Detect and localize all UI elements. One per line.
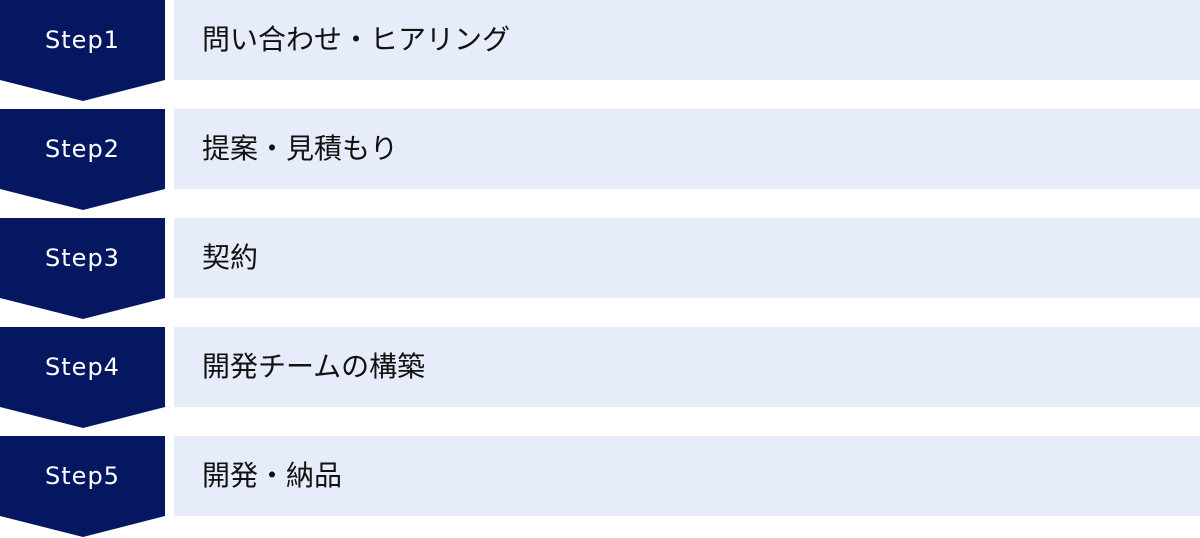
step-badge: Step2 xyxy=(0,109,165,211)
step-badge: Step3 xyxy=(0,218,165,320)
step-box: 開発チームの構築 xyxy=(174,327,1200,407)
step-box: 開発・納品 xyxy=(174,436,1200,516)
chevron-arrow-icon xyxy=(0,0,165,101)
step-row: Step2 提案・見積もり xyxy=(0,109,1200,211)
step-number: Step3 xyxy=(45,244,120,272)
step-badge: Step1 xyxy=(0,0,165,102)
step-title: 開発チームの構築 xyxy=(202,350,426,383)
step-number: Step5 xyxy=(45,462,120,490)
chevron-arrow-icon xyxy=(0,218,165,319)
chevron-arrow-icon xyxy=(0,436,165,537)
step-row: Step3 契約 xyxy=(0,218,1200,320)
step-title: 提案・見積もり xyxy=(202,132,399,165)
step-row: Step4 開発チームの構築 xyxy=(0,327,1200,429)
step-badge: Step5 xyxy=(0,436,165,538)
step-badge: Step4 xyxy=(0,327,165,429)
step-number: Step1 xyxy=(45,26,120,54)
step-box: 提案・見積もり xyxy=(174,109,1200,189)
chevron-arrow-icon xyxy=(0,109,165,210)
step-row: Step5 開発・納品 xyxy=(0,436,1200,538)
step-title: 問い合わせ・ヒアリング xyxy=(202,23,511,56)
step-row: Step1 問い合わせ・ヒアリング xyxy=(0,0,1200,102)
step-title: 開発・納品 xyxy=(202,459,343,492)
chevron-arrow-icon xyxy=(0,327,165,428)
step-box: 契約 xyxy=(174,218,1200,298)
step-box: 問い合わせ・ヒアリング xyxy=(174,0,1200,80)
step-number: Step2 xyxy=(45,135,120,163)
step-number: Step4 xyxy=(45,353,120,381)
step-title: 契約 xyxy=(202,241,259,274)
